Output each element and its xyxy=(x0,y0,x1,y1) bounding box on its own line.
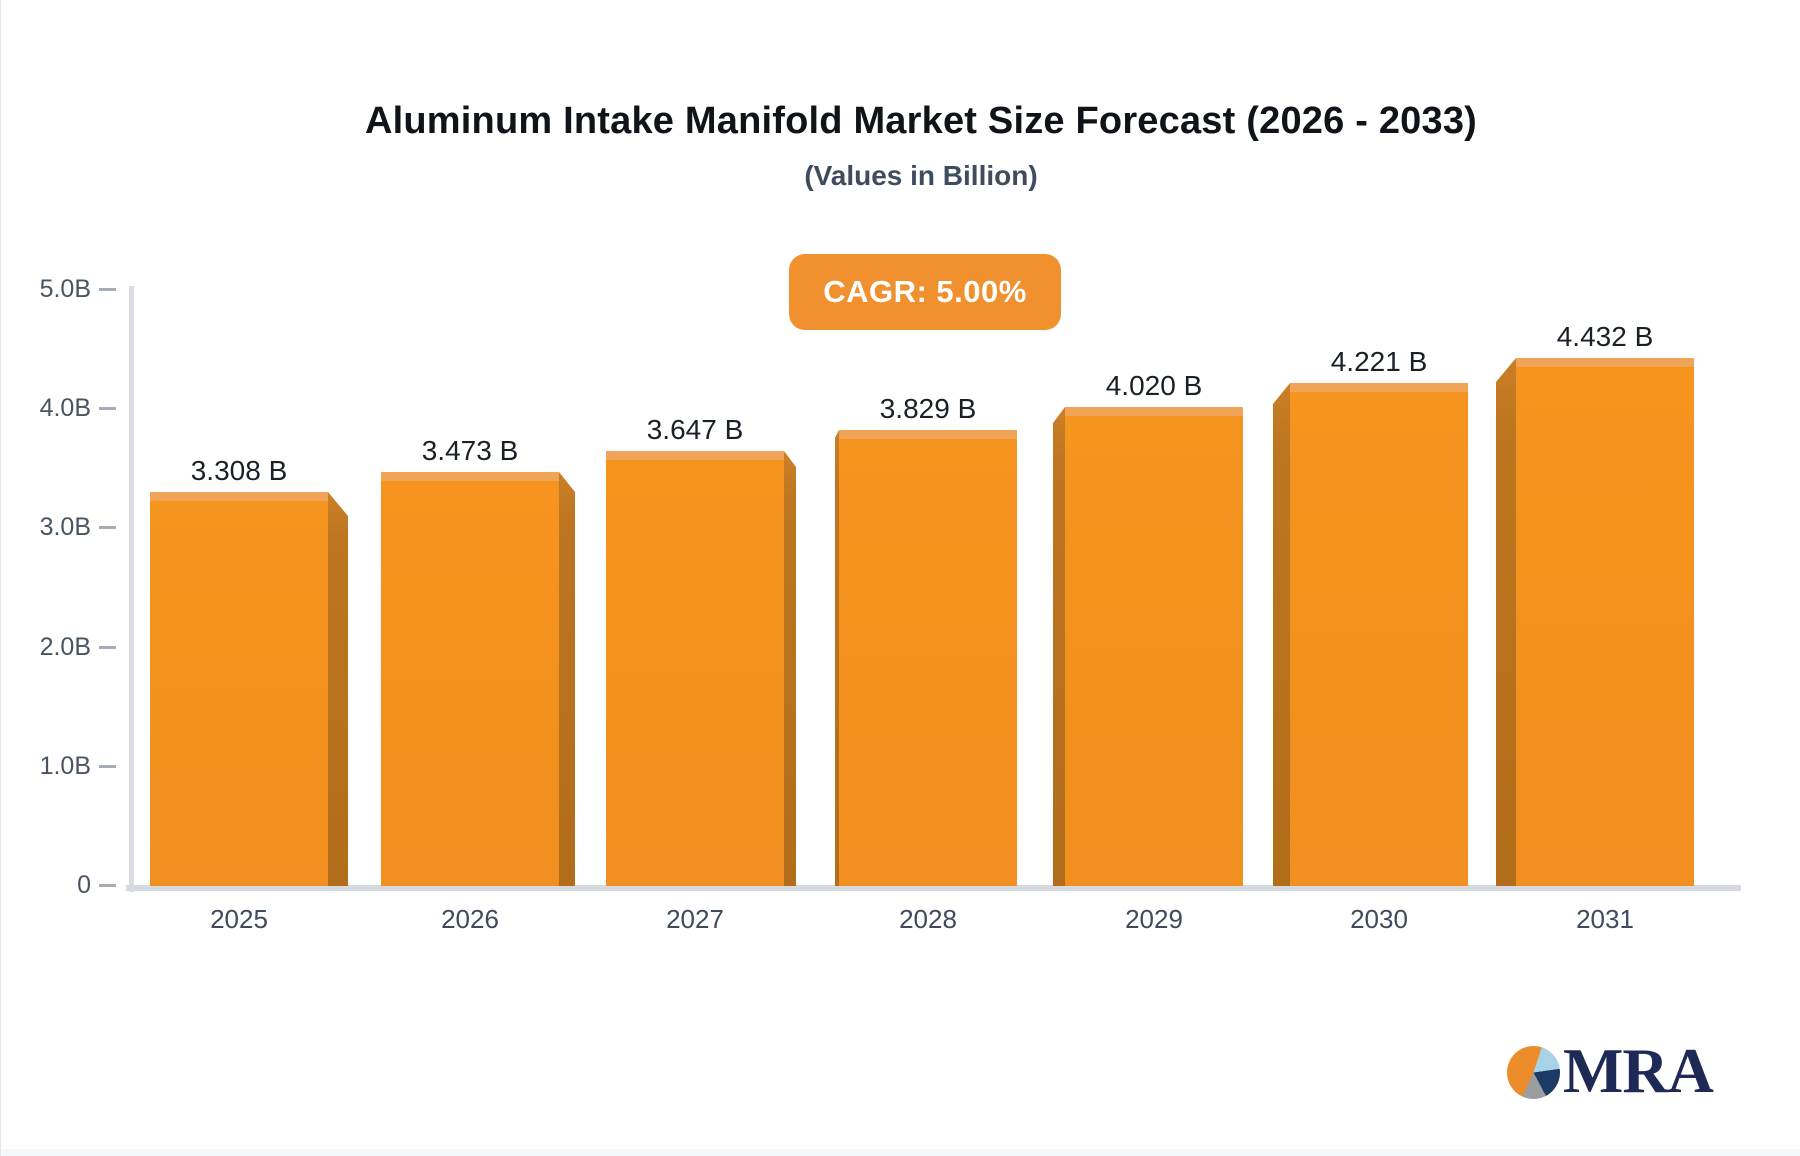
chart-title: Aluminum Intake Manifold Market Size For… xyxy=(364,100,1478,142)
bar-top-highlight xyxy=(1290,383,1468,392)
y-axis-tick-label: 1.0B xyxy=(39,751,91,780)
bar-side-face xyxy=(1053,407,1065,886)
x-axis-line xyxy=(126,885,1741,891)
y-axis-tick-label: 4.0B xyxy=(39,394,91,423)
bar-2028: 3.829 B xyxy=(835,393,1017,886)
y-axis-tick-mark xyxy=(99,288,116,291)
bar-side-face xyxy=(835,430,839,886)
bar-side-face xyxy=(328,492,348,886)
page-bottom-edge xyxy=(1,1149,1800,1156)
pie-chart-logo-icon xyxy=(1507,1046,1560,1099)
bar-front-face xyxy=(839,430,1017,886)
x-axis-label: 2028 xyxy=(899,904,957,934)
bar-top-highlight xyxy=(1516,358,1694,367)
y-axis-tick-label: 2.0B xyxy=(39,632,91,661)
bar-2026: 3.473 B xyxy=(381,435,575,886)
bar-value-label: 4.020 B xyxy=(1105,370,1203,401)
y-axis-tick-mark xyxy=(99,764,116,768)
y-axis-tick-mark xyxy=(99,526,116,530)
bar-side-face xyxy=(559,472,575,886)
bar-top-highlight xyxy=(1065,407,1243,416)
bar-value-label: 3.308 B xyxy=(190,455,288,486)
bar-front-face xyxy=(1516,358,1694,886)
bar-value-label: 4.221 B xyxy=(1330,346,1428,377)
bar-2025: 3.308 B xyxy=(150,455,348,886)
bar-2030: 4.221 B xyxy=(1273,346,1468,886)
x-axis-label: 2027 xyxy=(666,904,724,934)
bar-front-face xyxy=(606,451,784,886)
brand-logo: MRA xyxy=(1507,1036,1737,1106)
bar-2027: 3.647 B xyxy=(606,414,796,886)
bar-value-label: 3.829 B xyxy=(879,393,977,424)
y-axis-tick-mark xyxy=(99,884,116,887)
bar-front-face xyxy=(1065,407,1243,886)
brand-logo-text: MRA xyxy=(1563,1035,1714,1106)
chart-subtitle: (Values in Billion) xyxy=(804,160,1038,191)
bar-front-face xyxy=(150,492,328,886)
y-axis-line xyxy=(129,286,134,892)
bar-side-face xyxy=(1273,383,1290,886)
bar-2029: 4.020 B xyxy=(1053,370,1243,886)
bar-value-label: 3.647 B xyxy=(646,414,744,445)
bar-top-highlight xyxy=(381,472,559,481)
x-axis-label: 2031 xyxy=(1576,904,1634,934)
bar-front-face xyxy=(381,472,559,886)
bar-side-face xyxy=(1496,358,1516,886)
x-axis-label: 2030 xyxy=(1350,904,1408,934)
bar-side-face xyxy=(784,451,796,886)
x-axis-label: 2026 xyxy=(441,904,499,934)
bar-value-label: 3.473 B xyxy=(421,435,519,466)
y-axis-tick-label: 0 xyxy=(77,871,91,899)
y-axis-tick-label: 5.0B xyxy=(39,275,91,303)
bar-value-label: 4.432 B xyxy=(1556,321,1654,352)
y-axis-tick-mark xyxy=(99,645,116,649)
x-axis-label: 2029 xyxy=(1125,904,1183,934)
bar-front-face xyxy=(1290,383,1468,886)
bar-top-highlight xyxy=(839,430,1017,439)
y-axis-tick-mark xyxy=(99,407,116,411)
cagr-badge: CAGR: 5.00% xyxy=(789,254,1061,330)
bar-2031: 4.432 B xyxy=(1496,321,1694,886)
bar-top-highlight xyxy=(606,451,784,460)
x-axis-label: 2025 xyxy=(210,904,268,934)
bar-top-highlight xyxy=(150,492,328,501)
y-axis-tick-label: 3.0B xyxy=(39,513,91,542)
